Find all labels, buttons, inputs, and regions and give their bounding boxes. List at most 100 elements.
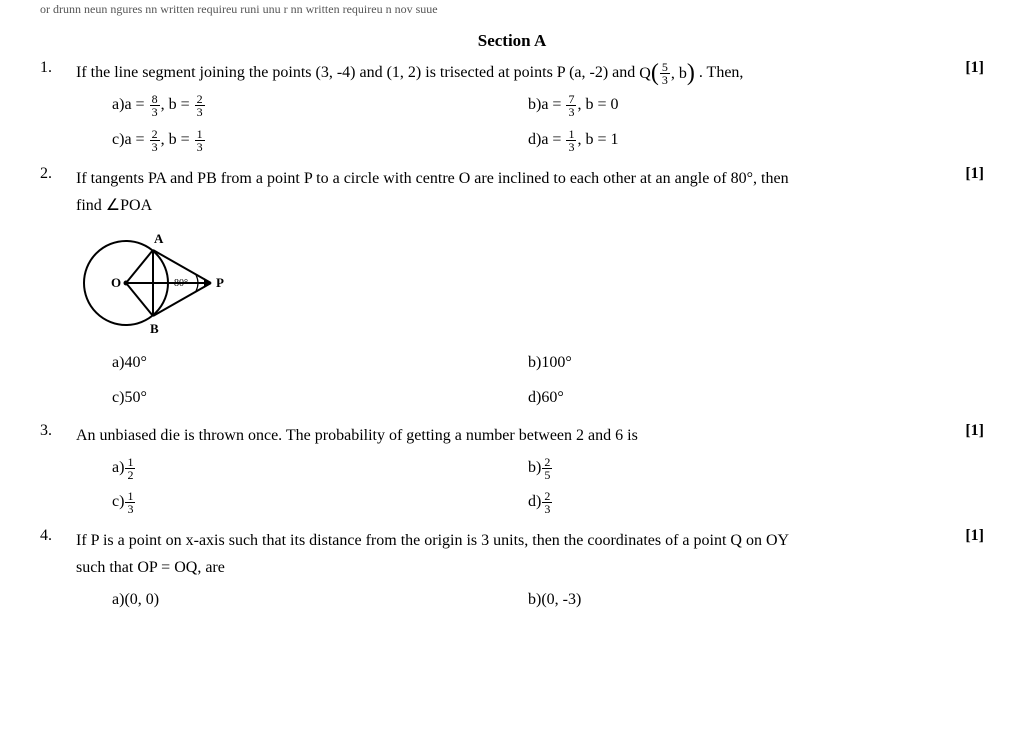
- option-text: (0, 0): [124, 586, 159, 615]
- option-label: c): [112, 488, 124, 517]
- header-fragment: or drunn neun ngures nn written requireu…: [40, 0, 984, 17]
- option-b: b) a = 7 3 , b = 0: [528, 91, 944, 120]
- option-label: a): [112, 91, 124, 120]
- option-d: d) a = 1 3 , b = 1: [528, 126, 944, 155]
- question-text: If the line segment joining the points (…: [76, 59, 944, 87]
- option-label: d): [528, 384, 541, 413]
- diagram-center-dot: [124, 280, 129, 285]
- option-text: 100°: [541, 349, 571, 378]
- frac-num: 1: [125, 456, 135, 469]
- q1-Q-second: , b: [671, 60, 687, 87]
- option-frac: 1 3: [125, 490, 135, 515]
- option-eq1: a =: [541, 126, 561, 155]
- question-1: 1. If the line segment joining the point…: [40, 59, 984, 87]
- option-label: c): [112, 126, 124, 155]
- right-paren-icon: ): [687, 61, 695, 85]
- section-title: Section A: [40, 31, 984, 51]
- frac-den: 3: [195, 141, 205, 153]
- option-label: b): [528, 91, 541, 120]
- frac-den: 3: [566, 141, 576, 153]
- option-a: a) a = 8 3 , b = 2 3: [112, 91, 528, 120]
- frac-den: 3: [566, 106, 576, 118]
- diagram-label-P: P: [216, 275, 224, 290]
- diagram-angle-label: 80°: [174, 278, 188, 289]
- question-number: 2.: [40, 165, 76, 183]
- frac-den: 3: [660, 74, 670, 86]
- question-marks: [1]: [944, 59, 984, 77]
- option-text: (0, -3): [541, 586, 581, 615]
- frac-den: 3: [195, 106, 205, 118]
- question-number: 4.: [40, 527, 76, 545]
- option-b: b) 100°: [528, 349, 944, 378]
- circle-tangent-diagram-icon: O A B P 80°: [76, 225, 226, 340]
- left-paren-icon: (: [651, 61, 659, 85]
- option-text: 60°: [541, 384, 563, 413]
- question-number: 3.: [40, 422, 76, 440]
- option-label: a): [112, 454, 124, 483]
- option-label: d): [528, 126, 541, 155]
- frac-den: 5: [542, 469, 552, 481]
- question-1-options: a) a = 8 3 , b = 2 3 b) a = 7 3 , b = 0 …: [112, 91, 944, 155]
- option-frac1: 2 3: [150, 128, 160, 153]
- diagram-label-B: B: [150, 321, 159, 336]
- exam-page: or drunn neun ngures nn written requireu…: [0, 0, 1024, 749]
- option-text: 40°: [124, 349, 146, 378]
- option-eq1: a =: [124, 126, 144, 155]
- option-frac1: 1 3: [566, 128, 576, 153]
- option-frac2: 2 3: [195, 93, 205, 118]
- option-label: a): [112, 586, 124, 615]
- option-frac: 2 5: [542, 456, 552, 481]
- option-a: a) 40°: [112, 349, 528, 378]
- question-marks: [1]: [944, 527, 984, 545]
- frac-num: 1: [566, 128, 576, 141]
- question-4: 4. If P is a point on x-axis such that i…: [40, 527, 984, 581]
- frac-num: 7: [566, 93, 576, 106]
- frac-den: 2: [125, 469, 135, 481]
- option-c: c) a = 2 3 , b = 1 3: [112, 126, 528, 155]
- option-frac: 2 3: [542, 490, 552, 515]
- question-text: If tangents PA and PB from a point P to …: [76, 165, 944, 219]
- option-label: b): [528, 586, 541, 615]
- option-frac1: 7 3: [566, 93, 576, 118]
- diagram-arrowhead-icon: [204, 278, 211, 288]
- option-text: 50°: [124, 384, 146, 413]
- option-d: d) 60°: [528, 384, 944, 413]
- question-2-options: a) 40° b) 100° c) 50° d) 60°: [112, 349, 944, 413]
- option-mid: , b =: [161, 126, 190, 155]
- option-label: d): [528, 488, 541, 517]
- q2-line2: find ∠POA: [76, 197, 152, 214]
- q1-text-post: . Then,: [699, 64, 744, 81]
- question-3-options: a) 1 2 b) 2 5 c) 1 3 d) 2 3: [112, 454, 944, 518]
- option-c: c) 1 3: [112, 488, 528, 517]
- q1-point-Q: Q ( 5 3 , b ): [639, 60, 695, 87]
- q4-line2: such that OP = OQ, are: [76, 559, 225, 576]
- option-a: a) 1 2: [112, 454, 528, 483]
- frac-num: 2: [150, 128, 160, 141]
- question-marks: [1]: [944, 165, 984, 183]
- option-a: a) (0, 0): [112, 586, 528, 615]
- frac-num: 8: [150, 93, 160, 106]
- option-b: b) (0, -3): [528, 586, 944, 615]
- option-mid: , b = 0: [577, 91, 618, 120]
- option-frac: 1 2: [125, 456, 135, 481]
- option-label: b): [528, 454, 541, 483]
- question-text: An unbiased die is thrown once. The prob…: [76, 422, 944, 449]
- option-frac1: 8 3: [150, 93, 160, 118]
- option-d: d) 2 3: [528, 488, 944, 517]
- question-marks: [1]: [944, 422, 984, 440]
- frac-num: 2: [542, 456, 552, 469]
- option-mid: , b =: [161, 91, 190, 120]
- option-eq1: a =: [124, 91, 144, 120]
- option-mid: , b = 1: [577, 126, 618, 155]
- q1-Q-label: Q: [639, 60, 651, 87]
- diagram-label-O: O: [111, 275, 121, 290]
- frac-den: 3: [150, 141, 160, 153]
- option-label: c): [112, 384, 124, 413]
- frac-den: 3: [542, 503, 552, 515]
- option-b: b) 2 5: [528, 454, 944, 483]
- option-c: c) 50°: [112, 384, 528, 413]
- option-frac2: 1 3: [195, 128, 205, 153]
- option-label: a): [112, 349, 124, 378]
- frac-num: 5: [660, 61, 670, 74]
- q4-line1: If P is a point on x-axis such that its …: [76, 532, 789, 549]
